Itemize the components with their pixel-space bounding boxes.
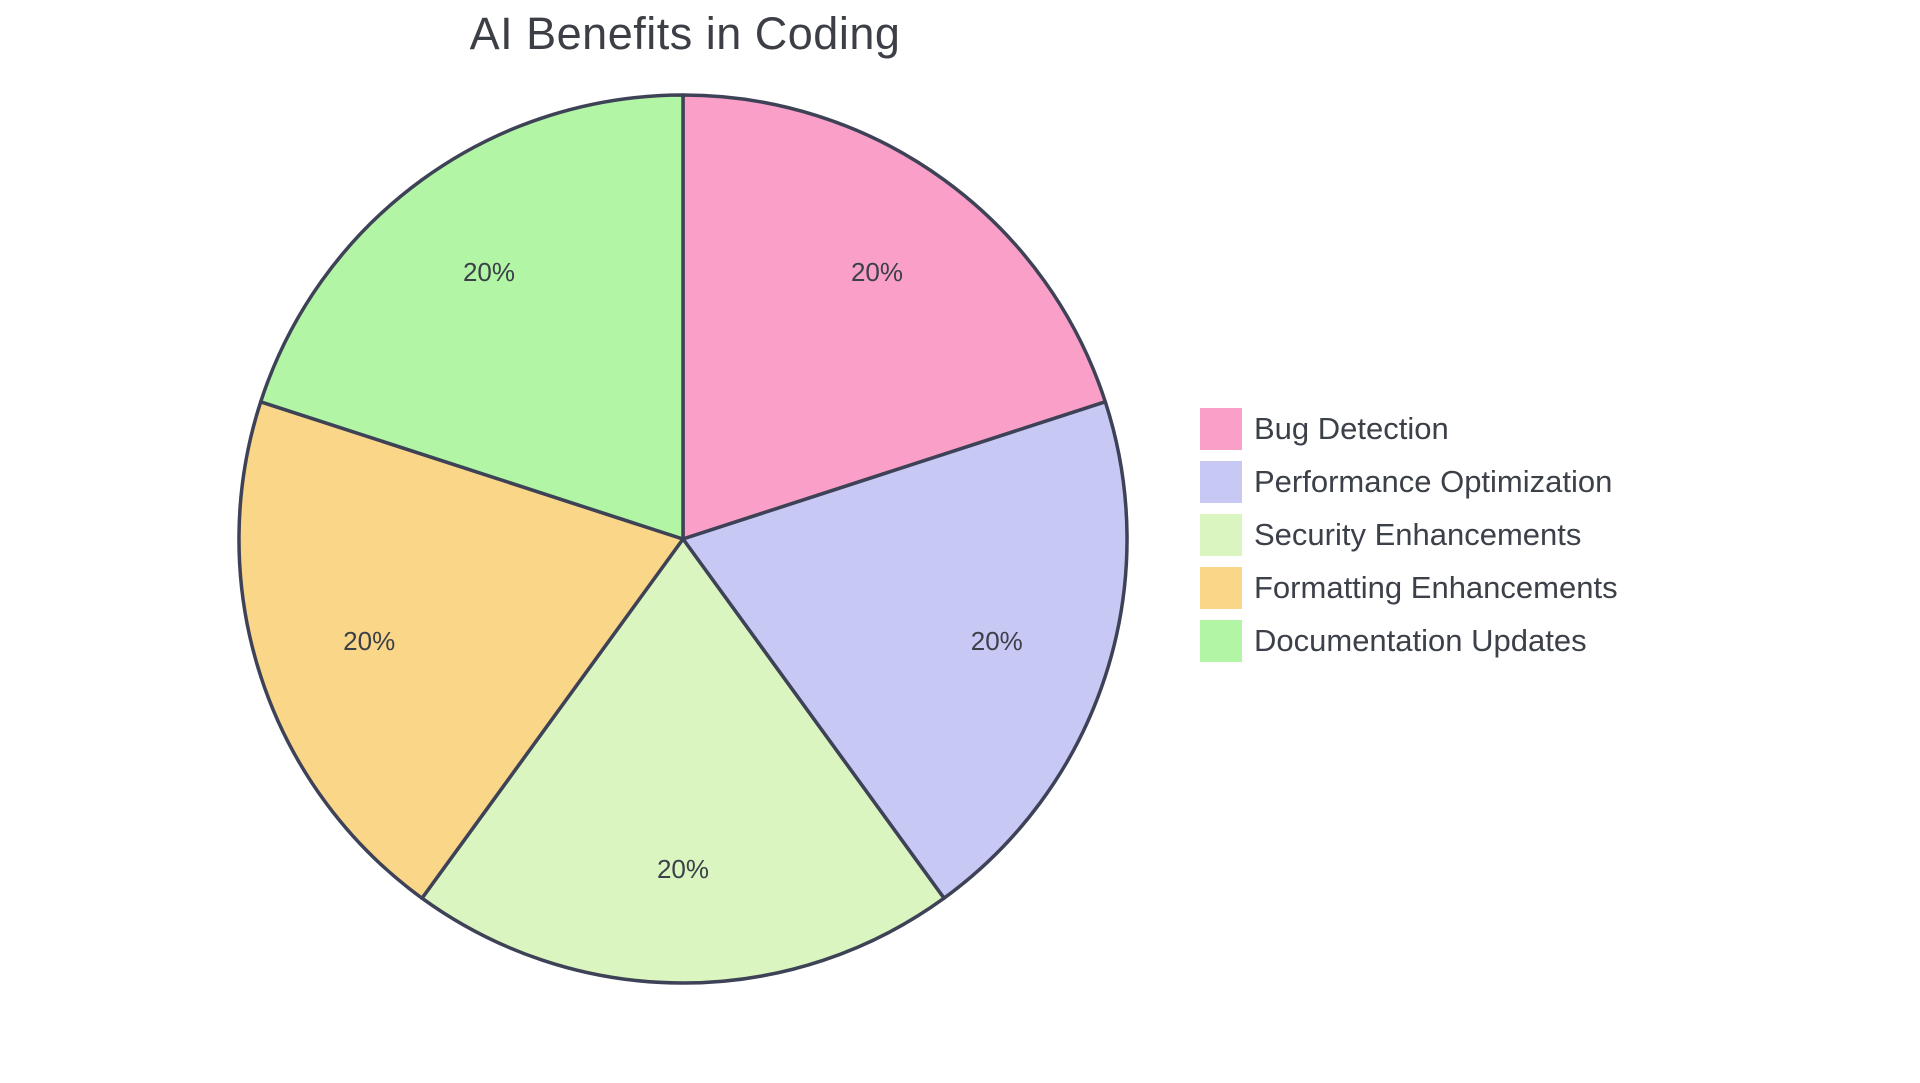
legend-swatch	[1200, 408, 1242, 450]
legend-label: Bug Detection	[1254, 411, 1449, 446]
pie-slice-bug-detection[interactable]	[681, 93, 1108, 541]
slice-percent-label: 20%	[657, 854, 709, 884]
legend-swatch	[1200, 461, 1242, 503]
pie-slice-documentation-updates[interactable]	[258, 93, 685, 541]
slice-percent-label: 20%	[463, 257, 515, 287]
legend-swatch	[1200, 514, 1242, 556]
slice-percent-label: 20%	[971, 626, 1023, 656]
pie-slice-formatting-enhancements[interactable]	[237, 400, 685, 900]
legend-item-security-enhancements[interactable]: Security Enhancements	[1200, 514, 1618, 556]
legend-swatch	[1200, 567, 1242, 609]
chart-legend: Bug Detection Performance Optimization Sec…	[1200, 408, 1618, 673]
legend-label: Security Enhancements	[1254, 517, 1582, 552]
legend-label: Formatting Enhancements	[1254, 570, 1618, 605]
pie-slice-performance-optimization[interactable]	[681, 400, 1129, 900]
legend-swatch	[1200, 620, 1242, 662]
legend-label: Documentation Updates	[1254, 623, 1587, 658]
pie-slice-security-enhancements[interactable]	[420, 537, 946, 985]
legend-item-performance-optimization[interactable]: Performance Optimization	[1200, 461, 1618, 503]
slice-percent-label: 20%	[343, 626, 395, 656]
legend-item-formatting-enhancements[interactable]: Formatting Enhancements	[1200, 567, 1618, 609]
chart-title: AI Benefits in Coding	[469, 8, 901, 59]
legend-label: Performance Optimization	[1254, 464, 1613, 499]
slice-percent-label: 20%	[851, 257, 903, 287]
legend-item-bug-detection[interactable]: Bug Detection	[1200, 408, 1618, 450]
legend-item-documentation-updates[interactable]: Documentation Updates	[1200, 620, 1618, 662]
